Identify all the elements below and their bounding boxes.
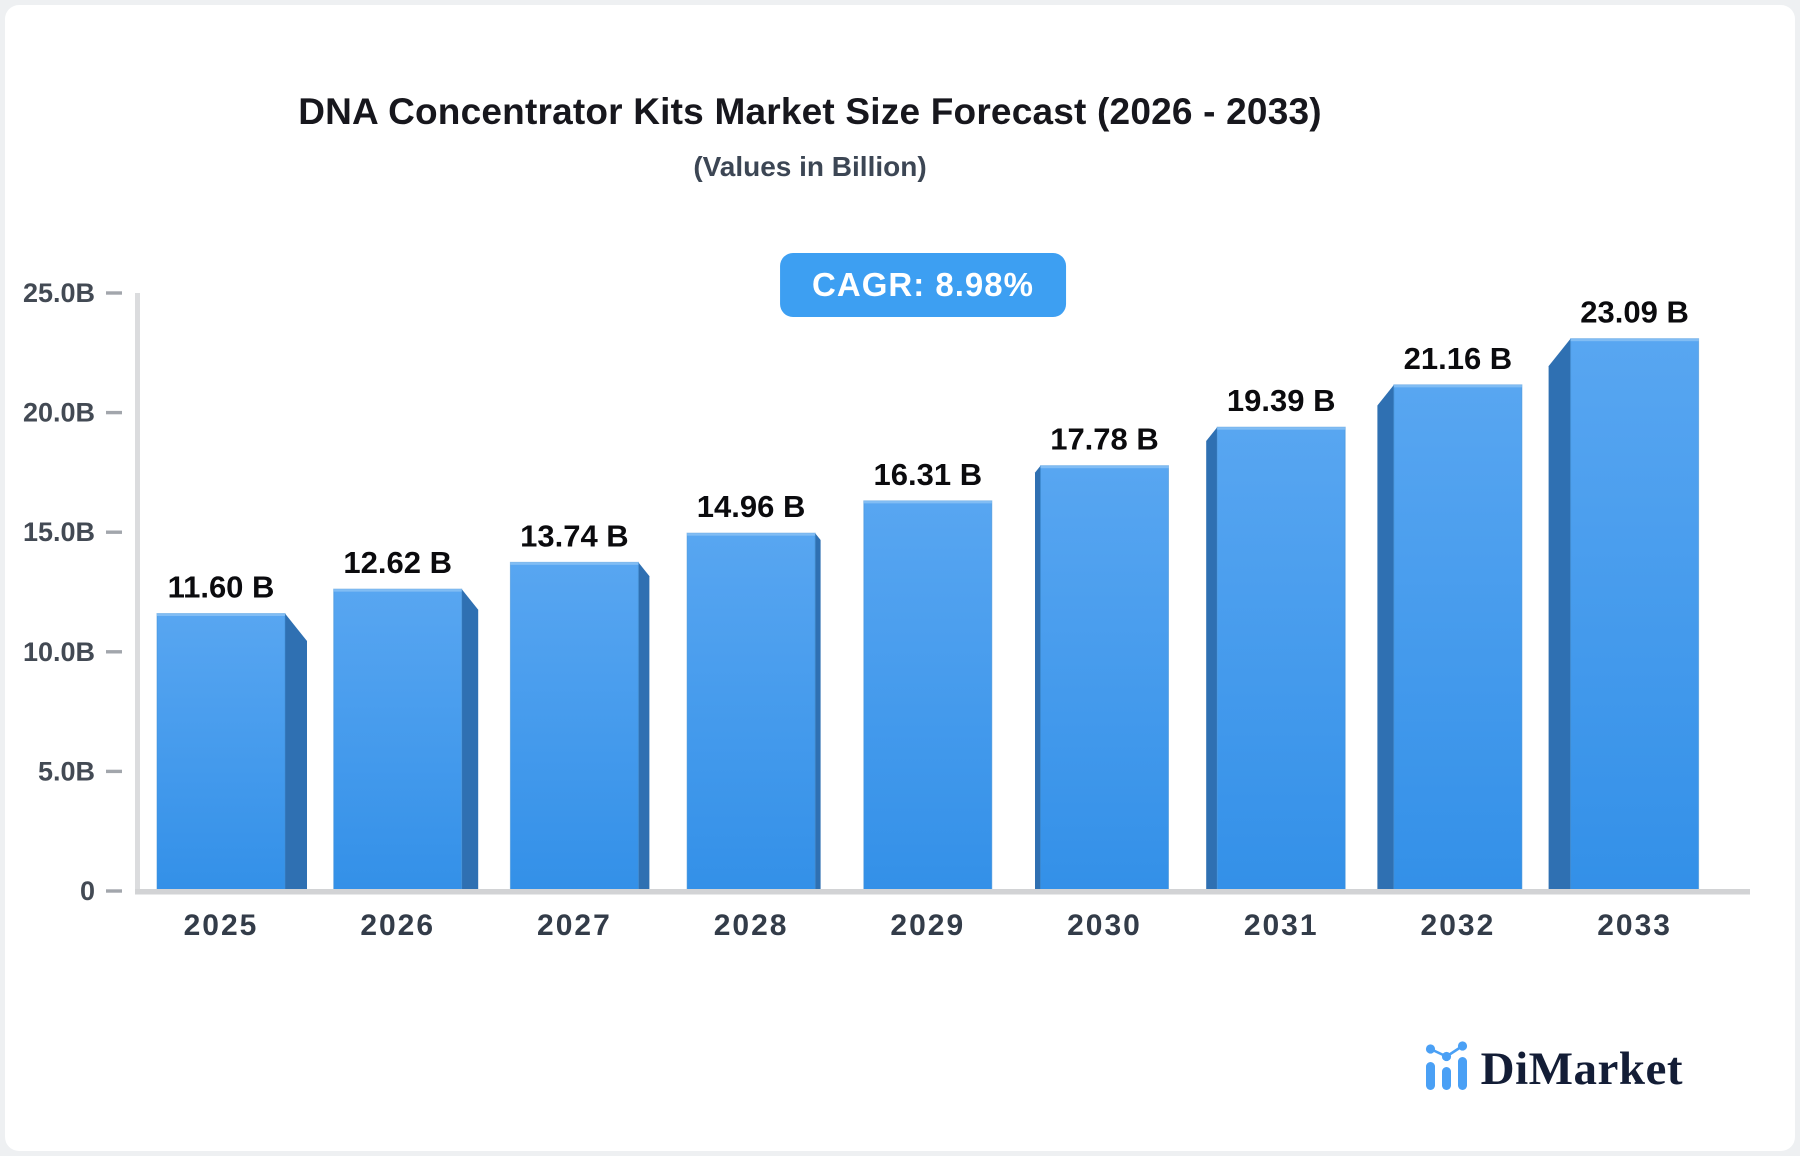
bar <box>156 613 286 892</box>
y-axis-tick <box>106 650 122 654</box>
bar-top-highlight <box>333 589 462 592</box>
bar-side-face <box>638 562 650 891</box>
bar-top-highlight <box>687 533 816 536</box>
bar-value-label: 21.16 B <box>1404 341 1513 376</box>
bar-side-face <box>285 613 307 891</box>
bar-side-face <box>1206 427 1218 891</box>
x-axis-label: 2028 <box>714 909 789 942</box>
brand-logo: DiMarket <box>1424 1041 1683 1093</box>
bar-top-highlight <box>1570 338 1699 342</box>
bar-value-label: 14.96 B <box>697 489 806 524</box>
bar <box>333 588 463 892</box>
bar-side-face <box>1035 465 1041 891</box>
y-axis-tick <box>106 889 122 893</box>
x-axis-label: 2032 <box>1421 909 1496 942</box>
x-axis-label: 2025 <box>184 909 259 942</box>
x-axis-label: 2030 <box>1067 909 1142 942</box>
bar <box>509 561 639 892</box>
y-axis-tick <box>106 530 122 534</box>
y-axis-tick <box>106 291 122 295</box>
bar-side-face <box>1548 338 1571 891</box>
bar-side-face <box>461 589 479 891</box>
bar-top-highlight <box>863 500 992 504</box>
bar-value-label: 13.74 B <box>520 518 629 553</box>
y-axis-label: 0 <box>80 876 95 906</box>
bar-chart: 0 5.0B 10.0B 15.0B 20.0B 25.0B 11.60 B 2025 12.6… <box>23 278 1750 942</box>
y-axis-label: 25.0B <box>23 278 95 308</box>
x-axis-label: 2033 <box>1597 909 1672 942</box>
bar-side-face <box>815 533 821 891</box>
brand-logo-text: DiMarket <box>1480 1043 1683 1095</box>
bar-top-highlight <box>1040 465 1169 469</box>
bar-value-label: 16.31 B <box>874 457 983 492</box>
y-axis-label: 20.0B <box>23 398 95 428</box>
y-axis-label: 5.0B <box>38 756 95 786</box>
x-axis-line <box>135 889 1750 895</box>
bar-top-highlight <box>510 562 639 565</box>
y-axis-tick <box>106 769 122 774</box>
y-axis-tick <box>106 410 122 415</box>
bar-value-label: 11.60 B <box>168 570 275 605</box>
y-axis-label: 15.0B <box>23 517 95 547</box>
bar <box>1570 338 1700 892</box>
brand-logo-icon <box>1425 1041 1467 1090</box>
y-axis-line <box>135 293 140 891</box>
x-axis-label: 2027 <box>537 909 612 942</box>
cagr-badge: CAGR: 8.98% <box>780 253 1066 317</box>
bar <box>686 532 816 892</box>
bar-side-face <box>1377 384 1394 891</box>
x-axis-label: 2031 <box>1244 909 1319 942</box>
bar-value-label: 17.78 B <box>1050 422 1159 457</box>
bar <box>1393 384 1523 892</box>
bar <box>1040 465 1169 892</box>
chart-card: DNA Concentrator Kits Market Size Foreca… <box>5 5 1795 1151</box>
bar-top-highlight <box>157 613 285 617</box>
x-axis-label: 2029 <box>890 909 965 942</box>
bar-value-label: 23.09 B <box>1580 295 1689 330</box>
bar-top-highlight <box>1393 384 1522 388</box>
bar <box>863 500 993 892</box>
x-axis-label: 2026 <box>360 909 435 942</box>
bar-top-highlight <box>1217 427 1346 430</box>
bar <box>1216 426 1346 892</box>
bar-value-label: 12.62 B <box>343 545 452 580</box>
y-axis-label: 10.0B <box>23 637 95 667</box>
bar-value-label: 19.39 B <box>1227 383 1336 418</box>
